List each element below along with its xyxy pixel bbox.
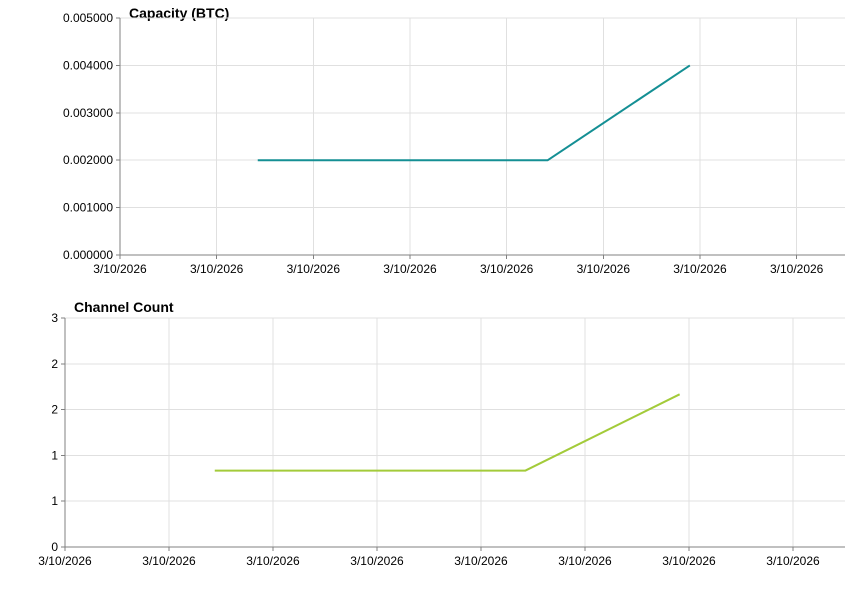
y-tick-label: 0.002000: [63, 153, 113, 167]
x-tick-label: 3/10/2026: [766, 554, 820, 568]
x-tick-label: 3/10/2026: [770, 262, 824, 276]
series-line: [257, 64, 691, 162]
x-tick-label: 3/10/2026: [246, 554, 300, 568]
x-tick-label: 3/10/2026: [93, 262, 147, 276]
y-tick-label: 0.001000: [63, 201, 113, 215]
x-tick-label: 3/10/2026: [142, 554, 196, 568]
y-tick-label: 2: [51, 357, 58, 371]
x-tick-label: 3/10/2026: [673, 262, 727, 276]
y-tick-label: 3: [51, 311, 58, 325]
x-tick-label: 3/10/2026: [454, 554, 508, 568]
capacity-chart-title: Capacity (BTC): [129, 5, 230, 21]
x-tick-label: 3/10/2026: [577, 262, 631, 276]
capacity-chart: Capacity (BTC) 0.005000 0.004000 0.003000 0…: [0, 0, 860, 290]
x-tick-label: 3/10/2026: [350, 554, 404, 568]
y-tick-label: 0.005000: [63, 11, 113, 25]
x-tick-label: 3/10/2026: [558, 554, 612, 568]
x-tick-label: 3/10/2026: [38, 554, 92, 568]
x-tick-label: 3/10/2026: [480, 262, 534, 276]
x-tick-label: 3/10/2026: [287, 262, 341, 276]
channel-count-chart: Channel Count 3 2 2 1 1 0 3/10/2026 3/10/2026 3/…: [0, 290, 860, 600]
x-tick-label: 3/10/2026: [190, 262, 244, 276]
y-tick-label: 2: [51, 403, 58, 417]
y-tick-label: 1: [51, 494, 58, 508]
y-tick-label: 1: [51, 448, 58, 462]
y-tick-label: 0.000000: [63, 248, 113, 262]
x-tick-label: 3/10/2026: [662, 554, 716, 568]
x-tick-label: 3/10/2026: [383, 262, 437, 276]
y-tick-label: 0.004000: [63, 58, 113, 72]
y-tick-label: 0: [51, 540, 58, 554]
channel-count-chart-title: Channel Count: [74, 299, 174, 315]
y-tick-label: 0.003000: [63, 106, 113, 120]
series-line: [214, 393, 681, 472]
capacity-chart-plot: 0.005000 0.004000 0.003000 0.002000 0.001000…: [63, 11, 845, 276]
